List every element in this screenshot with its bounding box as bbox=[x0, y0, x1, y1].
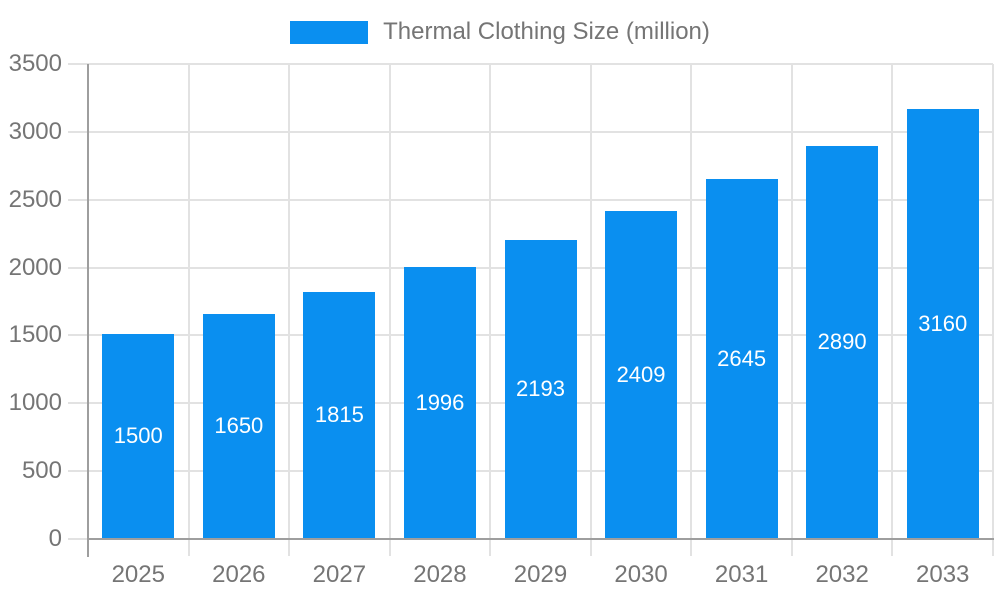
y-axis-label: 500 bbox=[21, 457, 62, 485]
bar-value-label: 2645 bbox=[717, 345, 767, 371]
bar[interactable]: 2890 bbox=[806, 145, 879, 538]
x-axis-label: 2030 bbox=[614, 561, 668, 588]
y-tick bbox=[68, 470, 88, 473]
y-axis-line bbox=[87, 64, 89, 557]
x-tick bbox=[690, 539, 693, 556]
bar[interactable]: 2645 bbox=[705, 179, 778, 538]
x-axis-label: 2031 bbox=[714, 561, 769, 588]
y-tick bbox=[68, 130, 88, 133]
y-axis-label: 2500 bbox=[8, 185, 62, 213]
x-gridline bbox=[187, 64, 190, 539]
y-gridline bbox=[88, 198, 993, 201]
y-axis-label: 1500 bbox=[8, 321, 62, 349]
x-tick bbox=[790, 539, 793, 556]
x-tick bbox=[589, 539, 592, 556]
bar-value-label: 1815 bbox=[314, 401, 364, 427]
x-tick bbox=[489, 539, 492, 556]
bar-value-label: 1500 bbox=[113, 423, 163, 449]
x-tick bbox=[388, 539, 391, 556]
y-tick bbox=[68, 334, 88, 337]
y-axis-label: 3000 bbox=[8, 117, 62, 145]
bar[interactable]: 1996 bbox=[403, 267, 476, 538]
bar-value-label: 1996 bbox=[415, 389, 465, 415]
x-gridline bbox=[489, 64, 492, 539]
x-axis-label: 2033 bbox=[916, 561, 970, 588]
y-tick bbox=[68, 266, 88, 269]
x-tick bbox=[288, 539, 291, 556]
x-tick bbox=[891, 539, 894, 556]
x-gridline bbox=[690, 64, 693, 539]
x-gridline bbox=[288, 64, 291, 539]
y-tick bbox=[68, 402, 88, 405]
x-axis-label: 2025 bbox=[111, 561, 165, 588]
x-axis-label: 2027 bbox=[312, 561, 367, 588]
legend[interactable]: Thermal Clothing Size (million) bbox=[0, 18, 1000, 46]
y-gridline bbox=[88, 63, 993, 65]
x-axis-label: 2028 bbox=[413, 561, 467, 588]
x-axis-label: 2026 bbox=[212, 561, 266, 588]
x-gridline bbox=[992, 64, 994, 539]
y-axis-label: 1000 bbox=[8, 389, 62, 417]
x-gridline bbox=[891, 64, 894, 539]
bar-value-label: 2193 bbox=[516, 376, 565, 402]
x-gridline bbox=[589, 64, 592, 539]
bar-value-label: 3160 bbox=[918, 310, 968, 336]
bar-value-label: 2409 bbox=[616, 361, 666, 387]
bar[interactable]: 1815 bbox=[303, 291, 376, 538]
bar[interactable]: 2409 bbox=[605, 211, 678, 538]
legend-label: Thermal Clothing Size (million) bbox=[383, 18, 710, 45]
bar-value-label: 1650 bbox=[214, 413, 264, 439]
y-axis-label: 3500 bbox=[8, 50, 62, 77]
x-gridline bbox=[790, 64, 793, 539]
x-axis-line bbox=[88, 538, 994, 540]
bar[interactable]: 1650 bbox=[202, 314, 275, 538]
y-tick bbox=[68, 538, 88, 540]
bar[interactable]: 3160 bbox=[906, 109, 979, 538]
legend-swatch-icon bbox=[290, 20, 369, 44]
bar[interactable]: 1500 bbox=[102, 334, 175, 538]
y-tick bbox=[68, 198, 88, 201]
x-tick bbox=[992, 539, 994, 556]
x-axis-label: 2029 bbox=[513, 561, 568, 588]
bar-value-label: 2890 bbox=[817, 328, 867, 354]
bar[interactable]: 2193 bbox=[504, 240, 577, 538]
y-tick bbox=[68, 63, 88, 65]
y-gridline bbox=[88, 130, 993, 133]
x-axis-label: 2032 bbox=[815, 561, 869, 588]
x-gridline bbox=[388, 64, 391, 539]
x-tick bbox=[187, 539, 190, 556]
y-axis-label: 2000 bbox=[8, 253, 62, 281]
y-axis-label: 0 bbox=[48, 525, 62, 552]
